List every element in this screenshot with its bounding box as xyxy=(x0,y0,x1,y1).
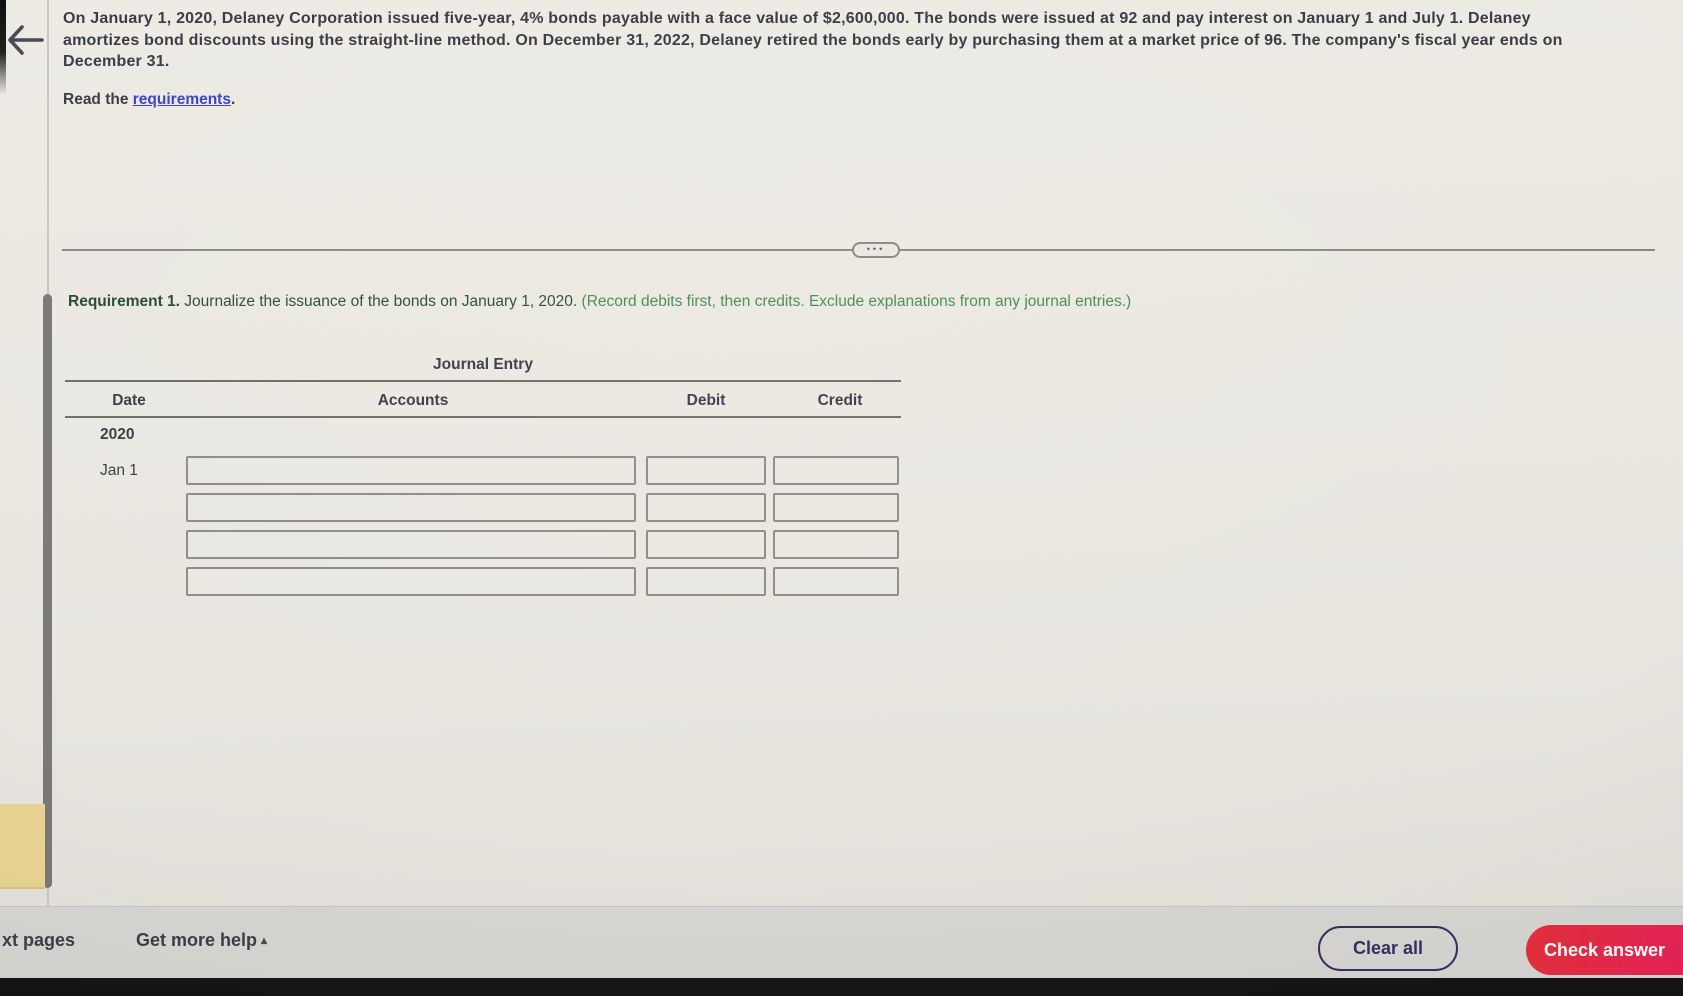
debit-input[interactable] xyxy=(646,530,766,559)
ellipsis-icon: ••• xyxy=(866,243,886,254)
caret-up-icon: ▴ xyxy=(261,933,268,947)
journal-row xyxy=(65,567,901,596)
accounts-input[interactable] xyxy=(186,456,636,485)
accounts-input[interactable] xyxy=(186,530,636,559)
footer-bar: xt pages Get more help ▴ Clear all Check … xyxy=(0,906,1683,978)
pages-link[interactable]: xt pages xyxy=(2,930,76,950)
clear-all-button[interactable]: Clear all xyxy=(1318,926,1458,971)
credit-input[interactable] xyxy=(773,567,899,596)
requirement-label: Requirement 1. xyxy=(68,293,180,310)
column-header-credit: Credit xyxy=(817,392,863,409)
journal-title: Journal Entry xyxy=(433,356,533,373)
credit-input[interactable] xyxy=(773,493,899,522)
accounts-input[interactable] xyxy=(186,567,636,596)
credit-input[interactable] xyxy=(773,530,899,559)
requirement-note: (Record debits first, then credits. Excl… xyxy=(581,293,1132,310)
journal-row xyxy=(65,456,901,485)
screen-bottom-bezel xyxy=(0,978,1683,996)
journal-row xyxy=(65,493,901,522)
problem-line: December 31. xyxy=(63,53,170,70)
problem-line: On January 1, 2020, Delaney Corporation … xyxy=(63,10,1531,27)
journal-entry-date: Jan 1 xyxy=(100,462,138,479)
column-header-date: Date xyxy=(112,392,146,409)
problem-statement: On January 1, 2020, Delaney Corporation … xyxy=(63,8,1683,73)
check-answer-button[interactable]: Check answer xyxy=(1526,925,1683,975)
table-rule-header xyxy=(65,416,901,418)
back-arrow-icon xyxy=(8,24,44,55)
debit-input[interactable] xyxy=(646,456,766,485)
column-header-accounts: Accounts xyxy=(377,392,449,409)
debit-input[interactable] xyxy=(646,493,766,522)
scrollbar-thumb[interactable] xyxy=(43,294,52,888)
get-more-help-label: Get more help xyxy=(136,930,258,950)
column-header-debit: Debit xyxy=(686,392,726,409)
credit-input[interactable] xyxy=(773,456,899,485)
requirement-instruction: Journalize the issuance of the bonds on … xyxy=(179,293,582,310)
get-more-help-menu[interactable]: Get more help ▴ xyxy=(136,930,267,951)
read-requirements-line: Read the requirements. xyxy=(63,91,235,109)
requirement-text: Requirement 1. Journalize the issuance o… xyxy=(68,293,1131,311)
divider-expander-button[interactable]: ••• xyxy=(852,242,900,258)
debit-input[interactable] xyxy=(646,567,766,596)
problem-line: amortizes bond discounts using the strai… xyxy=(63,31,1563,49)
journal-entry-table: Journal Entry Date Accounts Debit Credit… xyxy=(65,356,901,606)
accounts-input[interactable] xyxy=(186,493,636,522)
sticky-note-marker xyxy=(0,804,45,889)
read-prefix-text: Read the xyxy=(63,91,133,108)
journal-year: 2020 xyxy=(100,426,135,443)
table-rule-top xyxy=(65,380,901,382)
screen-edge-shadow xyxy=(0,0,6,95)
requirements-link[interactable]: requirements xyxy=(132,91,231,108)
read-suffix-text: . xyxy=(230,91,236,108)
journal-row xyxy=(65,530,901,559)
back-button[interactable] xyxy=(4,22,46,60)
